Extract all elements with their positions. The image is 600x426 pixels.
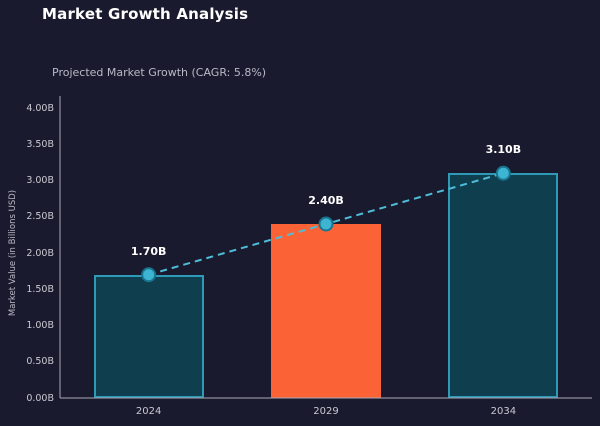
x-tick-label: 2029 — [313, 406, 339, 417]
x-tick-label: 2034 — [490, 406, 517, 417]
chart-subtitle: Projected Market Growth (CAGR: 5.8%) — [52, 66, 267, 79]
y-tick-label: 2.00B — [26, 247, 54, 259]
y-tick-label: 3.00B — [26, 175, 54, 186]
x-tick-label: 2024 — [135, 406, 162, 417]
bar-2024 — [93, 274, 204, 398]
y-tick-label: 2.50B — [26, 211, 54, 223]
bar-2029 — [271, 224, 381, 398]
bar-2034 — [448, 173, 559, 398]
y-tick-label: 1.50B — [26, 283, 54, 295]
y-tick-label: 1.00B — [26, 320, 54, 331]
value-label: 2.40B — [308, 194, 344, 207]
y-tick-label: 0.00B — [26, 392, 54, 404]
y-tick-label: 4.00B — [26, 102, 54, 114]
y-tick-label: 3.50B — [26, 138, 54, 150]
value-label: 1.70B — [130, 244, 167, 258]
page-title: Market Growth Analysis — [42, 5, 249, 23]
y-tick-label: 0.50B — [26, 356, 54, 368]
value-label: 3.10B — [485, 143, 522, 157]
